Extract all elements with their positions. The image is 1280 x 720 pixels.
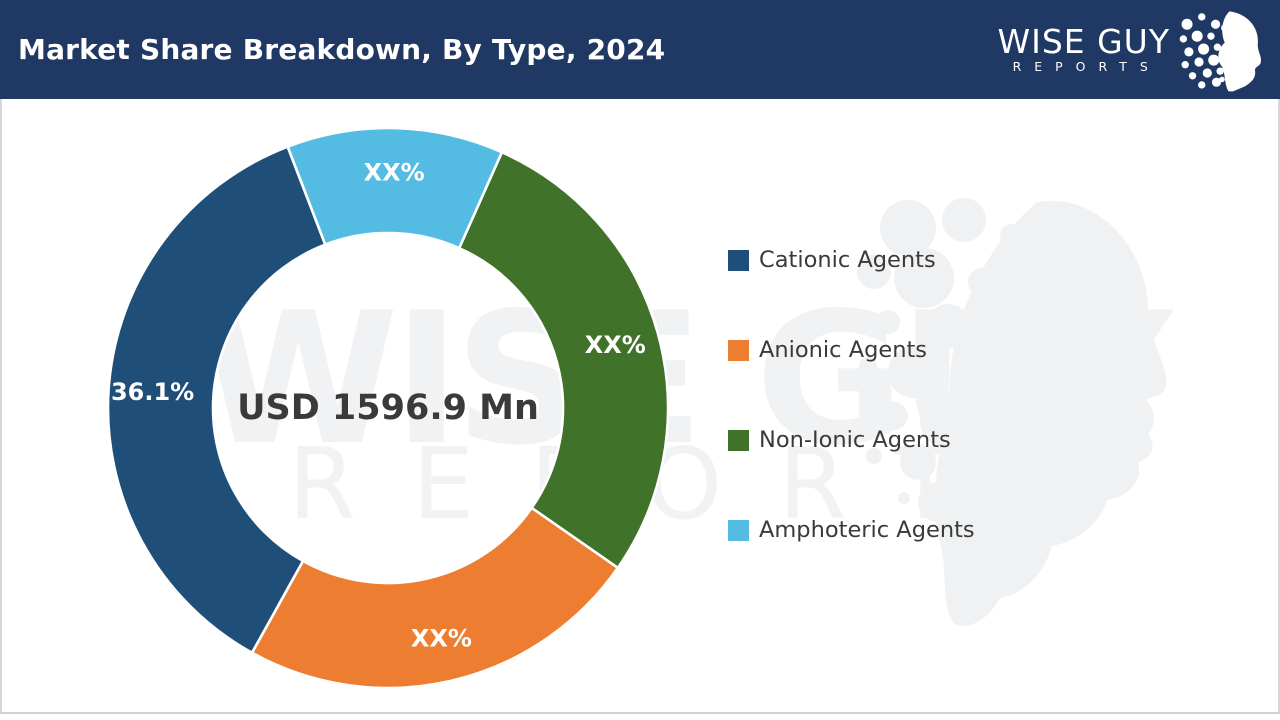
legend-label: Amphoteric Agents [759,517,975,543]
face-dot [1179,34,1188,43]
legend-item-non-ionic: Non-Ionic Agents [728,426,975,454]
face-profile [1218,10,1262,91]
face-dot [1032,224,1068,260]
face-dot [876,310,900,334]
face-dot [857,255,891,289]
face-dot [918,482,958,522]
face-dot [979,489,997,507]
face-dot [1219,76,1225,82]
logo-wordmark: WISE GUY [997,22,1170,62]
wiseguy-logo: WISE GUY REPORTS [997,0,1268,99]
face-dot [1181,18,1193,30]
frame-border-left [0,99,2,714]
legend-swatch-non-ionic [728,429,749,451]
frame-border-bottom [0,712,1280,714]
page-title: Market Share Breakdown, By Type, 2024 [18,33,666,66]
face-dot [988,322,1008,342]
face-dot [900,444,936,480]
face-dot [1034,342,1074,382]
face-dot [1198,80,1206,89]
frame-border-right [1278,99,1280,714]
face-dot [866,448,882,464]
logo-text: WISE GUY REPORTS [997,25,1170,74]
face-dot [968,268,996,296]
face-dot [1184,46,1194,56]
face-dot [1210,19,1221,29]
slice-amphoteric-agents [286,126,504,250]
face-dot [894,248,954,308]
logo-subtext: REPORTS [1012,59,1161,75]
face-dot [1207,32,1215,40]
watermark-face-icon [857,198,1167,626]
face-dot [1198,43,1210,55]
face-dot [888,346,940,398]
chart-legend: Cationic Agents Anionic Agents Non-Ionic… [728,246,975,606]
face-dot [1188,71,1197,79]
slice-non-ionic-agents [457,150,670,570]
face-dot [1221,23,1229,32]
legend-label: Anionic Agents [759,337,928,363]
face-dot [1000,224,1024,248]
face-dot [1181,60,1189,68]
legend-item-amphoteric: Amphoteric Agents [728,516,975,544]
slice-value-label: XX% [364,159,425,187]
legend-swatch-anionic [728,339,749,361]
slice-value-label: XX% [585,331,646,359]
face-dot [926,304,970,348]
legend-item-cationic: Cationic Agents [728,246,975,274]
face-dot [1008,462,1028,482]
face-dot [920,398,968,446]
face-dot [942,198,986,242]
face-dot [1022,406,1054,438]
face-dot [1198,12,1206,21]
face-dot [1053,281,1075,303]
slice-cationic-agents [106,145,327,655]
legend-item-anionic: Anionic Agents [728,336,975,364]
face-dot [950,358,986,394]
face-dot [898,492,910,504]
face-dot [1014,306,1046,338]
logo-face-icon [1179,10,1262,91]
donut-chart: 36.1% XX% XX% XX% [106,126,670,690]
face-dot [1191,30,1203,42]
face-dot [984,418,1004,438]
slice-value-label: 36.1% [111,378,194,406]
face-dot [1216,66,1224,75]
face-dot [1213,43,1222,51]
face-dot [880,402,908,430]
face-dot [1017,263,1035,281]
legend-label: Non-Ionic Agents [759,427,951,453]
face-dot [1049,439,1075,465]
donut-center-value: USD 1596.9 Mn [237,388,539,428]
legend-swatch-cationic [728,249,749,271]
face-dot [859,357,877,375]
face-dot [1208,54,1220,66]
face-dot [1202,67,1212,78]
header-bar: Market Share Breakdown, By Type, 2024 WI… [0,0,1280,99]
legend-swatch-amphoteric [728,519,749,541]
legend-label: Cationic Agents [759,247,936,273]
face-dot [1004,370,1028,394]
slice-value-label: XX% [411,625,472,653]
face-dot [1211,77,1222,87]
face-dot [880,200,936,256]
slice-anionic-agents [250,506,620,690]
face-dot [952,456,976,480]
face-dot [1223,54,1230,60]
face-dot [1194,56,1204,67]
